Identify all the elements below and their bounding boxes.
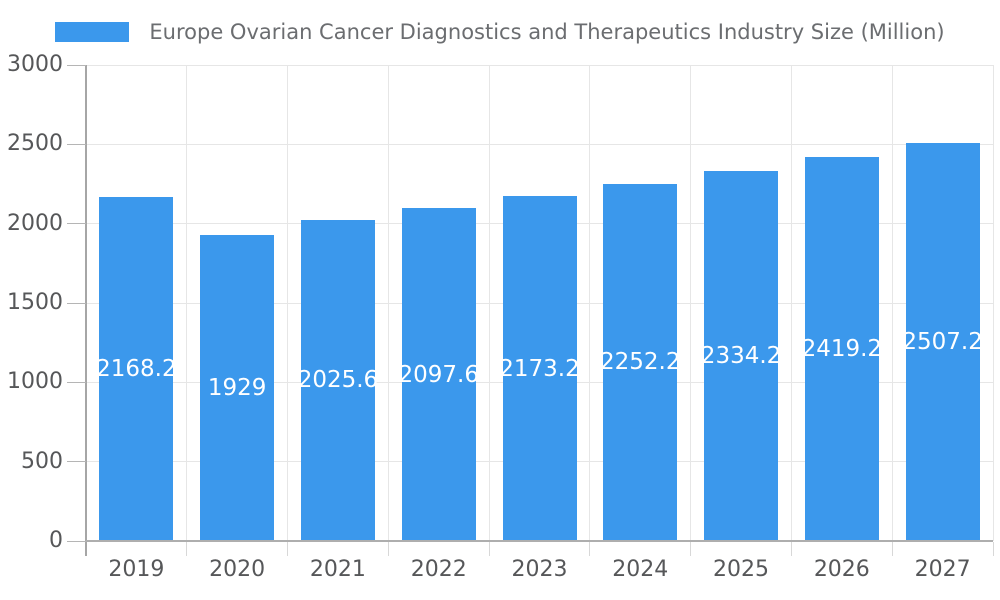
bar-value-label: 2334.2 xyxy=(700,342,782,369)
y-axis-tick xyxy=(67,64,86,66)
x-axis-label: 2020 xyxy=(209,557,266,582)
bar-value-label: 2025.6 xyxy=(297,367,379,394)
x-axis-tick xyxy=(186,542,188,556)
gridline-vertical xyxy=(589,65,591,541)
x-axis-tick xyxy=(589,542,591,556)
x-axis-line xyxy=(86,540,993,542)
x-axis-label: 2023 xyxy=(511,557,568,582)
gridline-horizontal xyxy=(86,64,993,66)
y-axis-tick xyxy=(67,540,86,542)
gridline-vertical xyxy=(891,65,893,541)
gridline-vertical xyxy=(992,65,994,541)
y-axis-label: 1500 xyxy=(7,290,63,315)
y-axis-tick xyxy=(67,223,86,225)
x-axis-label: 2025 xyxy=(713,557,770,582)
y-axis-tick xyxy=(67,381,86,383)
bar-2023[interactable]: 2173.2 xyxy=(499,196,580,541)
plot-area: 2168.2 1929 2025.6 2097.6 2173.2 2252.2 2334.2… xyxy=(86,64,994,541)
chart-legend[interactable]: Europe Ovarian Cancer Diagnostics and Th… xyxy=(0,20,1000,44)
gridline-vertical xyxy=(690,65,692,541)
x-axis-label: 2021 xyxy=(309,557,366,582)
bar-2020[interactable]: 1929 xyxy=(200,234,275,541)
gridline-vertical xyxy=(790,65,792,541)
y-axis-line xyxy=(85,65,87,556)
x-axis-label: 2024 xyxy=(612,557,669,582)
y-axis-tick xyxy=(67,143,86,145)
gridline-vertical xyxy=(488,65,490,541)
x-axis-tick xyxy=(488,542,490,556)
bar-2027[interactable]: 2507.2 xyxy=(902,143,983,541)
gridline-horizontal xyxy=(86,143,993,145)
x-axis-label: 2027 xyxy=(914,557,971,582)
bar-2019[interactable]: 2168.2 xyxy=(96,196,177,541)
bar-value-label: 2168.2 xyxy=(96,355,177,382)
x-axis-tick xyxy=(85,542,87,556)
x-axis-label: 2019 xyxy=(108,557,165,582)
legend-swatch-icon xyxy=(55,22,130,42)
bar-value-label: 2097.6 xyxy=(398,361,479,388)
bar-2022[interactable]: 2097.6 xyxy=(398,208,479,541)
x-axis-tick xyxy=(690,542,692,556)
y-axis-label: 500 xyxy=(21,448,63,474)
gridline-vertical xyxy=(186,65,188,541)
y-axis-label: 1000 xyxy=(7,369,63,395)
x-axis-tick xyxy=(287,542,289,556)
bar-value-label: 2507.2 xyxy=(902,329,983,356)
x-axis-label: 2026 xyxy=(813,557,870,582)
y-axis-label: 0 xyxy=(49,528,63,553)
x-axis-tick xyxy=(992,542,994,556)
bar-2024[interactable]: 2252.2 xyxy=(600,183,681,541)
bar-2025[interactable]: 2334.2 xyxy=(700,170,782,541)
gridline-vertical xyxy=(287,65,289,541)
gridline-vertical xyxy=(387,65,389,541)
x-axis-tick xyxy=(891,542,893,556)
x-axis-tick xyxy=(387,542,389,556)
bar-value-label: 2173.2 xyxy=(499,355,580,382)
y-axis-tick xyxy=(67,461,86,463)
bar-value-label: 1929 xyxy=(207,374,267,401)
x-axis-tick xyxy=(790,542,792,556)
bar-2026[interactable]: 2419.2 xyxy=(801,157,883,541)
legend-label: Europe Ovarian Cancer Diagnostics and Th… xyxy=(149,20,945,44)
y-axis-tick xyxy=(67,302,86,304)
y-axis-label: 3000 xyxy=(7,52,63,77)
y-axis-label: 2500 xyxy=(7,131,63,157)
x-axis-label: 2022 xyxy=(410,557,467,582)
y-axis-label: 2000 xyxy=(7,210,63,236)
bar-value-label: 2419.2 xyxy=(801,336,883,363)
bar-value-label: 2252.2 xyxy=(600,349,681,376)
bar-2021[interactable]: 2025.6 xyxy=(297,219,379,541)
